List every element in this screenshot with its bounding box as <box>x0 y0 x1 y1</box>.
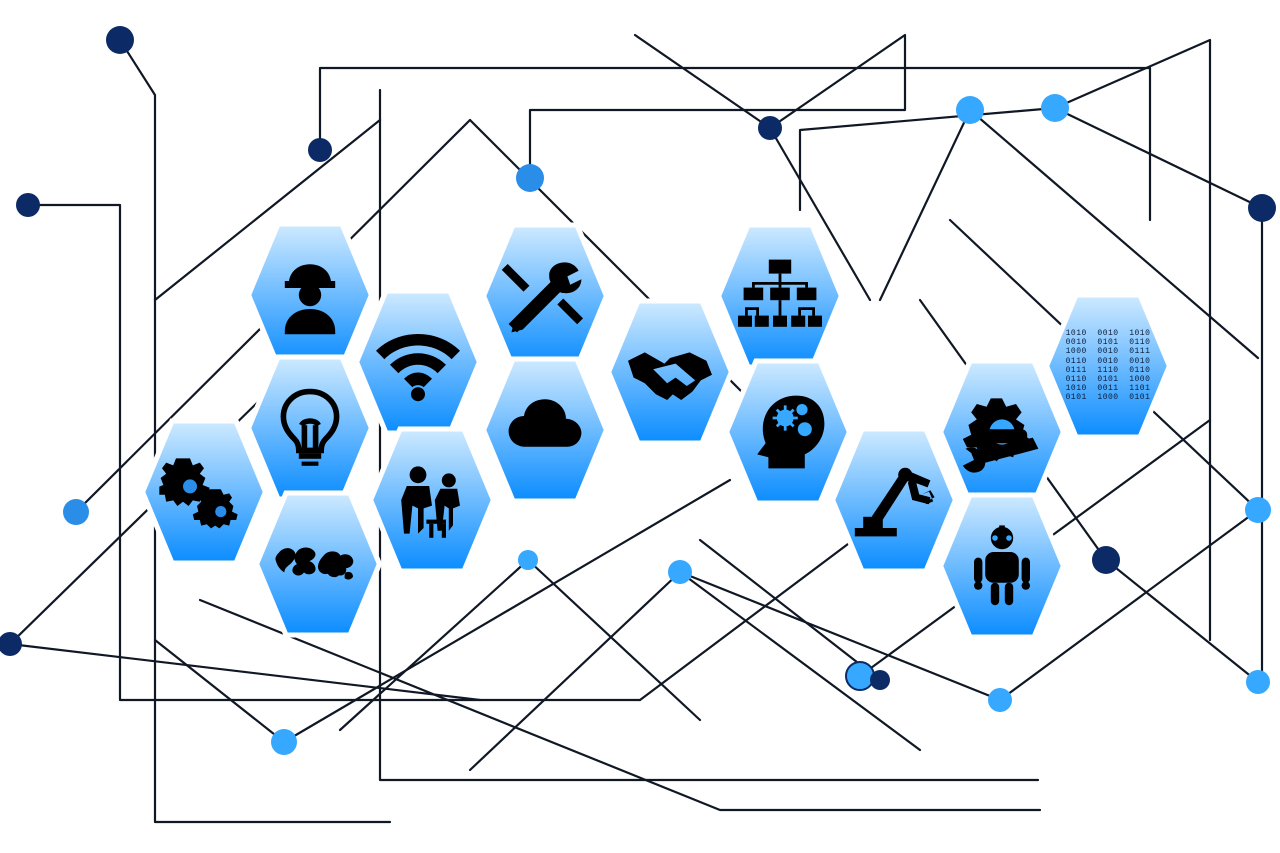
network-node-dot <box>758 116 782 140</box>
robot-arm-icon <box>849 448 939 552</box>
hex-binary: 1010 0010 1010 0010 0101 0110 1000 0010 … <box>1044 292 1172 440</box>
network-node-dot <box>271 729 297 755</box>
network-node-dot <box>1246 670 1270 694</box>
hex-cloud <box>481 356 609 504</box>
worker-icon <box>265 243 355 347</box>
people-icon <box>387 448 477 552</box>
hex-people <box>368 426 496 574</box>
network-node-dot <box>1041 94 1069 122</box>
hex-orgchart <box>716 222 844 370</box>
network-node-dot <box>516 164 544 192</box>
network-node-dot <box>16 193 40 217</box>
network-node-dot <box>308 138 332 162</box>
hex-gears <box>140 418 268 566</box>
robot-icon <box>957 514 1047 618</box>
network-node-dot <box>518 550 538 570</box>
network-node-dot <box>988 688 1012 712</box>
orgchart-icon <box>735 244 825 348</box>
network-node-dot <box>63 499 89 525</box>
tools-icon <box>500 244 590 348</box>
network-node-dot <box>0 632 22 656</box>
hex-worldmap <box>254 490 382 638</box>
network-node-dot <box>956 96 984 124</box>
network-node-dot <box>1245 497 1271 523</box>
network-node-dot <box>668 560 692 584</box>
binary-text: 1010 0010 1010 0010 0101 0110 1000 0010 … <box>1066 329 1151 403</box>
handshake-icon <box>625 320 715 424</box>
lightbulb-icon <box>265 376 355 480</box>
hex-handshake <box>606 298 734 446</box>
hex-tools <box>481 222 609 370</box>
network-node-dot <box>846 662 874 690</box>
network-node-dot <box>1248 194 1276 222</box>
binary-icon: 1010 0010 1010 0010 0101 0110 1000 0010 … <box>1063 314 1153 418</box>
network-node-dot <box>106 26 134 54</box>
service-icon <box>957 380 1047 484</box>
head-gears-icon <box>743 380 833 484</box>
network-node-dot <box>1092 546 1120 574</box>
network-node-dot <box>870 670 890 690</box>
world-map-icon <box>273 512 363 616</box>
cloud-icon <box>500 378 590 482</box>
gears-icon <box>159 440 249 544</box>
hex-robot <box>938 492 1066 640</box>
diagram-stage: 1010 0010 1010 0010 0101 0110 1000 0010 … <box>0 0 1280 853</box>
wifi-icon <box>373 310 463 414</box>
